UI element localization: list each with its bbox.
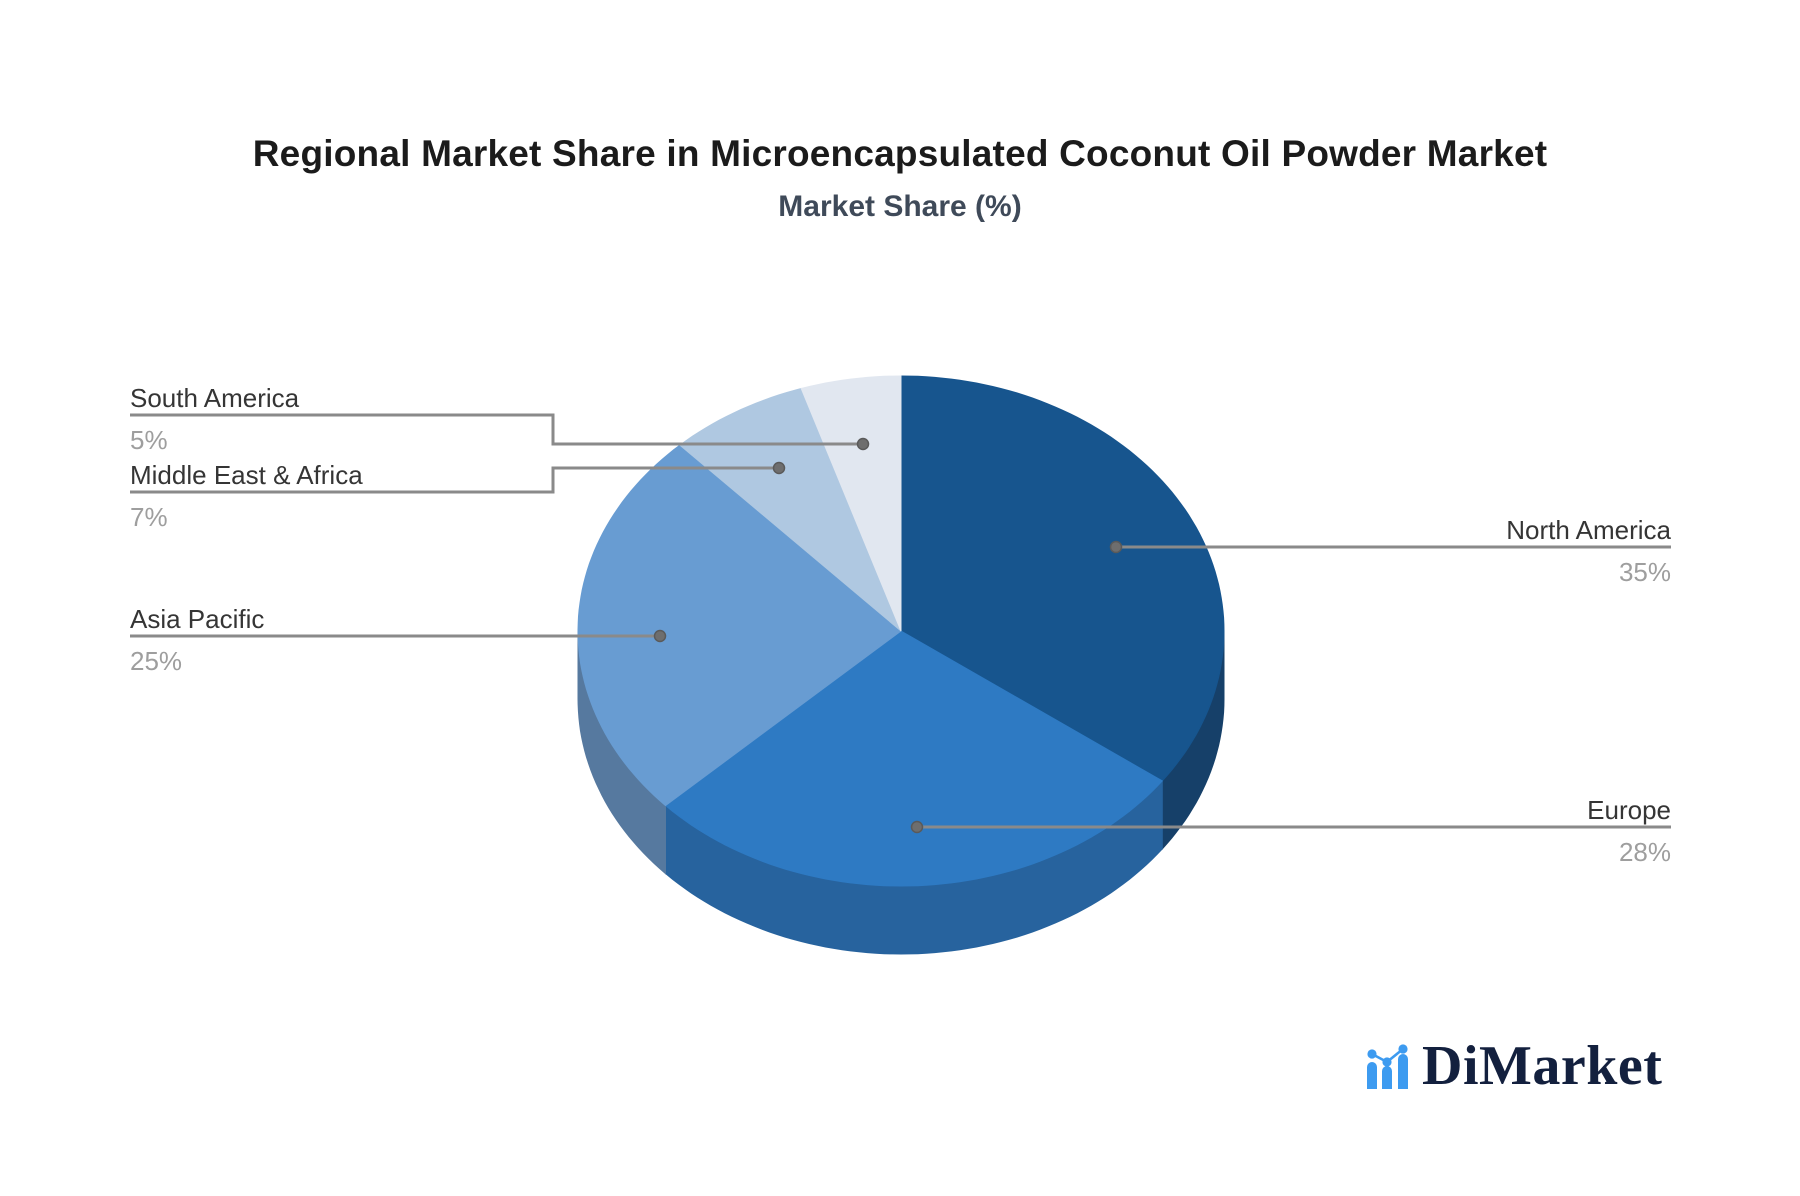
leader-line-south-america: [130, 413, 863, 446]
label-asia-pacific: Asia Pacific 25%: [130, 604, 264, 676]
chart-subtitle: Market Share (%): [778, 190, 1022, 223]
leader-dot-north-america: [1109, 540, 1123, 554]
bar-line-chart-icon: [1367, 1044, 1408, 1089]
pie-slice-north-america: [900, 375, 1225, 782]
leader-dot-europe: [910, 820, 924, 834]
slice-percentage: 25%: [130, 646, 183, 676]
slice-percentage: 5%: [130, 425, 168, 455]
pie-slice-europe: [664, 630, 1164, 887]
label-north-america: North America 35%: [1506, 515, 1671, 587]
label-middle-east-africa: Middle East & Africa 7%: [130, 460, 363, 532]
slice-percentage: 28%: [1618, 837, 1671, 867]
pie-slice-asia-pacific: [577, 444, 902, 807]
slice-label: South America: [130, 383, 300, 413]
pie-slice-south-america: [800, 375, 902, 632]
logo-text: DiMarket: [1422, 1035, 1663, 1097]
slice-label: North America: [1506, 515, 1671, 545]
slice-label: Europe: [1587, 795, 1671, 825]
label-europe: Europe 28%: [1587, 795, 1671, 867]
slice-label: Middle East & Africa: [130, 460, 363, 490]
slice-percentage: 7%: [130, 502, 168, 532]
pie-slice-middle-east-africa: [679, 387, 902, 632]
leader-dot-south-america: [856, 437, 870, 451]
leader-line-middle-east-africa: [130, 466, 779, 494]
chart-title: Regional Market Share in Microencapsulat…: [252, 133, 1548, 174]
leader-dot-middle-east-africa: [772, 461, 786, 475]
label-south-america: South America 5%: [130, 383, 299, 455]
leader-dot-asia-pacific: [653, 629, 667, 643]
slice-percentage: 35%: [1618, 557, 1671, 587]
dimarket-logo: DiMarket: [1366, 1038, 1662, 1094]
slice-label: Asia Pacific: [130, 604, 265, 634]
